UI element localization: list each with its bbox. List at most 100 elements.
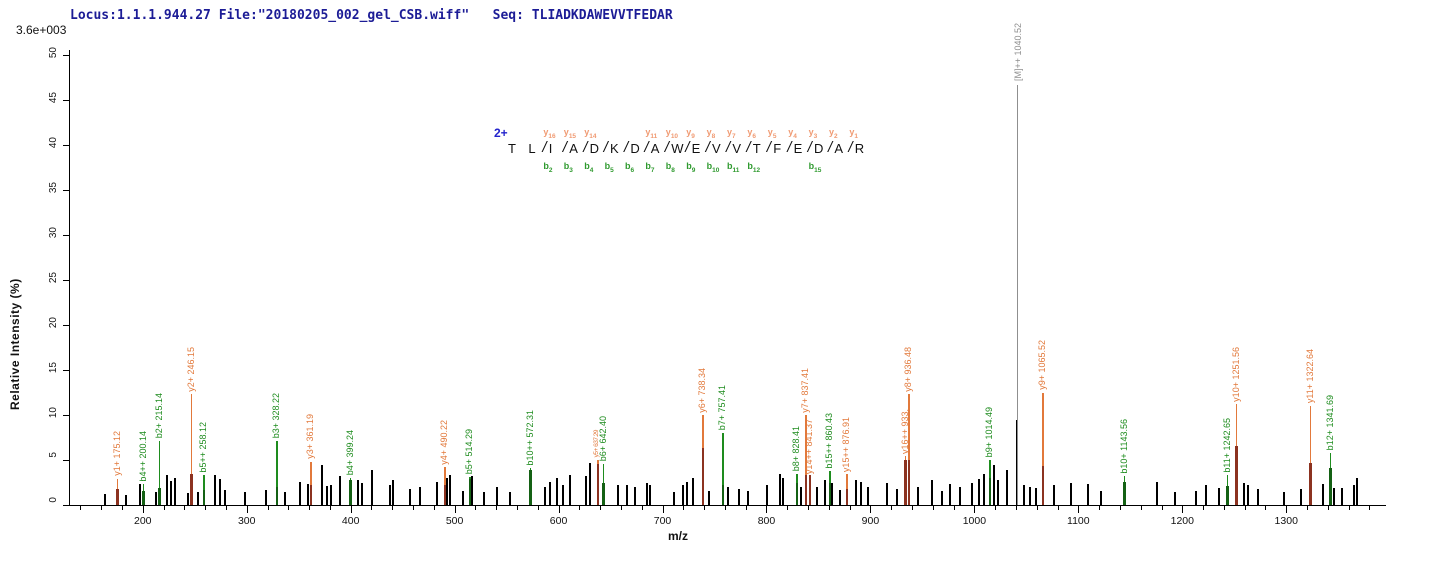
fragment-peak-label: y9+ 1065.52 <box>1037 340 1048 390</box>
peak <box>977 478 980 505</box>
residue-letter: T <box>752 141 761 156</box>
peak <box>482 492 485 505</box>
precursor-label: [M]++ 1040.52 <box>1012 23 1023 82</box>
x-tick <box>1223 506 1225 510</box>
x-tick <box>121 506 123 510</box>
peak <box>1194 490 1197 505</box>
peak <box>165 475 168 505</box>
b-ion-marker: b5 <box>604 161 614 174</box>
peak <box>329 485 332 505</box>
fragment-peak <box>158 487 161 505</box>
precursor-charge-label: 2+ <box>494 126 508 140</box>
peak <box>389 485 392 505</box>
b-ion-marker: b15 <box>808 161 822 174</box>
peak <box>408 488 411 505</box>
peak <box>173 478 176 505</box>
x-tick <box>1036 506 1038 510</box>
peak <box>778 474 781 505</box>
x-tick <box>225 506 227 510</box>
x-tick <box>849 506 851 510</box>
fragment-peak-label: b4+ 399.24 <box>344 430 355 476</box>
peak <box>766 485 769 505</box>
y-ion-marker: y15 <box>563 127 577 140</box>
x-tick <box>1265 506 1267 510</box>
fragment-peak-label: y3+ 361.19 <box>305 414 316 460</box>
peak <box>1053 485 1056 505</box>
x-tick <box>600 506 602 510</box>
x-tick <box>787 506 789 510</box>
fragment-peak <box>828 483 832 505</box>
peak <box>1100 490 1103 505</box>
residue-letter: R <box>854 141 865 156</box>
fragment-peak-label: y11+ 1322.64 <box>1304 349 1315 404</box>
cleavage-slash: / <box>766 139 771 156</box>
seq-prefix: Seq: <box>492 8 532 23</box>
y-ion-marker: y2 <box>829 127 838 140</box>
x-tick <box>891 506 893 510</box>
y-tick <box>63 235 70 236</box>
fragment-peak-label: y6+ 738.34 <box>697 367 708 413</box>
b-ion-marker: b3 <box>563 161 573 174</box>
x-tick <box>1119 506 1121 510</box>
peak <box>169 480 172 505</box>
y-tick-label: 40 <box>48 137 59 149</box>
peak <box>1352 485 1355 505</box>
fragment-peak <box>596 463 600 505</box>
y-ion-marker: y4 <box>788 127 797 140</box>
y-tick-label: 15 <box>48 362 59 374</box>
peak <box>187 493 190 505</box>
x-tick <box>475 506 477 510</box>
fragment-peak <box>1309 462 1312 505</box>
residue-letter: W <box>671 141 684 156</box>
fragment-peak-label: b5+ 514.29 <box>464 429 475 475</box>
fragment-peak <box>275 487 279 505</box>
peak <box>508 491 511 505</box>
x-tick-label: 800 <box>757 515 776 527</box>
x-tick <box>392 506 394 510</box>
peak <box>320 465 323 505</box>
peak <box>1355 478 1358 505</box>
peak <box>1333 487 1336 505</box>
y-tick <box>63 145 70 146</box>
b-ion-marker: b10 <box>706 161 720 174</box>
x-tick <box>1099 506 1101 510</box>
peak <box>339 476 342 505</box>
fragment-peak-label: y14++ 841.37 <box>804 419 815 475</box>
cleavage-slash: / <box>705 139 710 156</box>
x-tick <box>80 506 82 510</box>
fragment-peak <box>1123 481 1126 505</box>
fragment-pointer-line <box>190 394 193 505</box>
y-tick <box>63 190 70 191</box>
peak <box>1242 483 1245 505</box>
y-ion-marker: y10 <box>665 127 679 140</box>
peak <box>1005 469 1008 505</box>
b-ion-marker: b11 <box>727 161 740 174</box>
x-tick-label: 900 <box>861 515 880 527</box>
y-tick-label: 5 <box>48 452 59 458</box>
fragment-peak-label: y7+ 837.41 <box>800 367 811 413</box>
peak <box>799 487 802 505</box>
x-tick <box>205 506 207 510</box>
fragment-peak-label: b7+ 757.41 <box>717 385 728 431</box>
peak <box>155 492 158 505</box>
peak <box>626 485 629 505</box>
fragment-peak-label: y15++ 876.91 <box>841 416 852 472</box>
x-tick-label: 700 <box>653 515 672 527</box>
x-tick <box>766 506 768 513</box>
fragment-peak-label: b9+ 1014.49 <box>984 407 995 458</box>
y-tick-label: 0 <box>48 497 59 503</box>
x-tick <box>1182 506 1184 513</box>
peak <box>860 481 863 505</box>
fragment-peak-label: y4+ 490.22 <box>439 419 450 465</box>
fragment-peak <box>202 489 206 505</box>
fragment-peak <box>116 488 119 505</box>
fragment-pointer-line <box>276 441 278 505</box>
peak <box>307 484 309 505</box>
peak <box>1034 487 1037 505</box>
x-tick-label: 600 <box>549 515 568 527</box>
peak <box>1173 491 1176 505</box>
x-tick <box>1161 506 1163 510</box>
fragment-peak-label: y10+ 1251.56 <box>1230 346 1241 402</box>
y-ion-marker: y6 <box>747 127 757 140</box>
